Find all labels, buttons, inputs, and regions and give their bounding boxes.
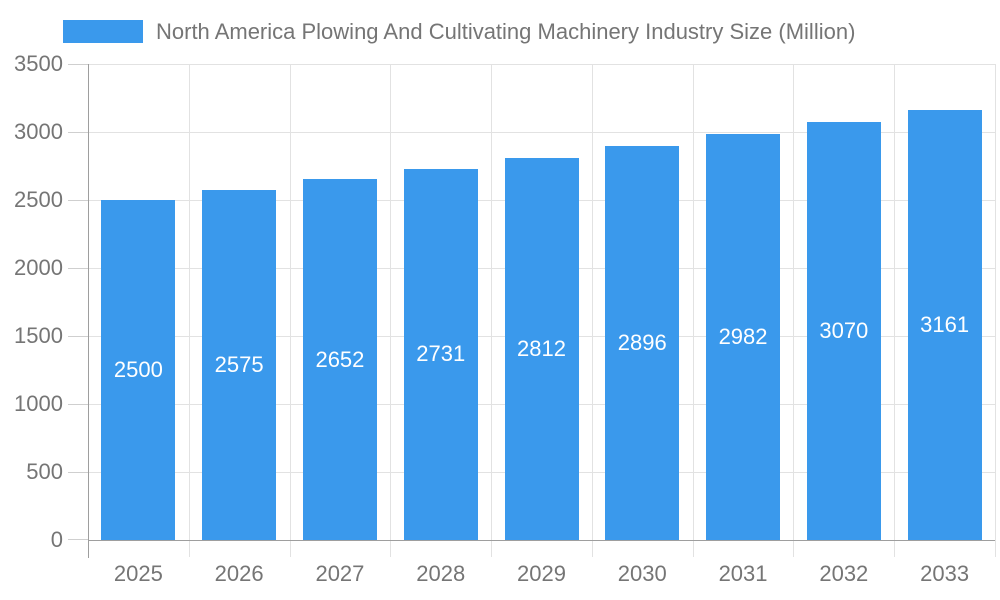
v-gridline <box>894 64 896 557</box>
bar[interactable]: 2500 <box>101 200 176 540</box>
y-axis-tick <box>68 336 88 337</box>
h-gridline <box>88 64 995 65</box>
y-axis-tick <box>68 268 88 269</box>
x-tick-label: 2029 <box>517 561 566 586</box>
y-tick-label: 2000 <box>14 255 63 280</box>
legend-swatch-icon <box>63 20 143 43</box>
x-tick-label: 2032 <box>819 561 869 586</box>
y-axis-tick <box>68 200 88 201</box>
y-tick-label: 2500 <box>14 187 63 212</box>
bar-value-label: 3070 <box>819 318 869 344</box>
plot-area: 0 500 1000 1500 2000 2500 3000 3500 2500 2025 2575… <box>14 51 996 586</box>
x-tick-label: 2027 <box>315 561 365 586</box>
y-tick-label: 0 <box>50 527 63 552</box>
y-axis-tick <box>68 64 88 65</box>
x-tick-label: 2031 <box>718 561 768 586</box>
y-axis-line <box>88 64 89 558</box>
x-tick-label: 2033 <box>920 561 970 586</box>
bar[interactable]: 3161 <box>907 110 982 540</box>
legend: North America Plowing And Cultivating Ma… <box>0 0 1000 50</box>
bar-value-label: 2896 <box>617 330 667 356</box>
y-axis-tick <box>68 132 88 133</box>
h-gridline <box>88 132 995 133</box>
v-gridline <box>591 64 593 557</box>
y-tick-label: 1500 <box>14 323 63 348</box>
bar-value-label: 2652 <box>315 346 365 372</box>
bar-value-label: 2575 <box>214 351 264 377</box>
v-gridline <box>390 64 392 557</box>
x-tick-label: 2030 <box>617 561 667 586</box>
bar[interactable]: 3070 <box>806 122 881 540</box>
y-axis-tick <box>68 472 88 473</box>
bar-value-label: 2500 <box>113 357 163 382</box>
v-gridline <box>491 64 493 557</box>
y-axis-tick <box>68 404 88 405</box>
v-gridline <box>793 64 795 557</box>
bar[interactable]: 2982 <box>706 134 781 540</box>
v-gridline <box>995 64 996 557</box>
x-axis-baseline <box>88 540 995 541</box>
y-tick-label: 3000 <box>14 119 63 144</box>
y-axis-tick <box>68 539 88 540</box>
bar[interactable]: 2731 <box>403 168 478 540</box>
x-tick-label: 2028 <box>416 561 466 586</box>
y-tick-label: 500 <box>26 459 63 484</box>
legend-label: North America Plowing And Cultivating Ma… <box>156 18 856 44</box>
bar[interactable]: 2575 <box>202 189 277 540</box>
y-tick-label: 1000 <box>14 391 63 416</box>
y-tick-label: 3500 <box>14 51 63 76</box>
bar-value-label: 2982 <box>718 324 768 350</box>
bar[interactable]: 2896 <box>605 146 680 540</box>
v-gridline <box>692 64 694 557</box>
bar[interactable]: 2812 <box>504 157 579 540</box>
bar-value-label: 2731 <box>416 341 466 367</box>
x-tick-label: 2025 <box>113 561 163 586</box>
v-gridline <box>188 64 190 557</box>
bar-value-label: 3161 <box>920 312 970 338</box>
v-gridline <box>289 64 291 557</box>
bar[interactable]: 2652 <box>302 179 377 540</box>
bar-value-label: 2812 <box>517 335 566 361</box>
x-tick-label: 2026 <box>214 561 264 586</box>
